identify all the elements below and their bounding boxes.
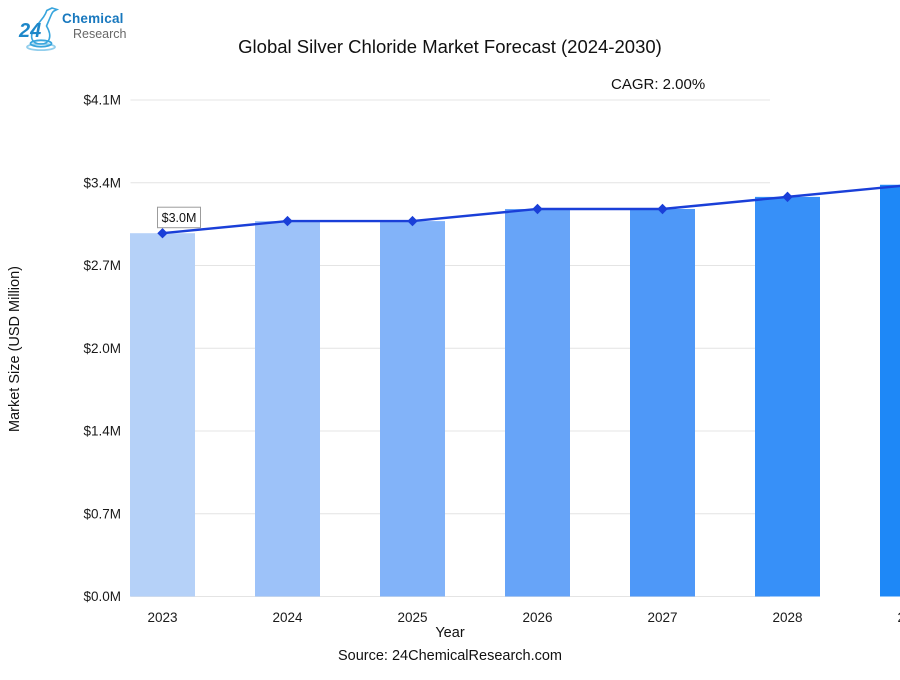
annotation-label: $3.0M (162, 211, 197, 225)
x-axis-title: Year (435, 625, 465, 641)
marker-2023 (157, 228, 168, 239)
cagr-label: CAGR: 2.00% (611, 76, 706, 93)
x-tick-label: 2027 (647, 610, 677, 625)
flask-icon: 24 (18, 7, 60, 52)
y-tick-label: $0.0M (83, 589, 121, 604)
y-tick-label: $1.4M (83, 424, 121, 439)
logo-text: Chemical Research (62, 12, 127, 40)
y-tick-label: $4.1M (83, 93, 121, 108)
marker-2026 (532, 203, 543, 215)
chart-title: Global Silver Chloride Market Forecast (… (238, 36, 662, 57)
marker-2025 (407, 215, 418, 227)
marker-2024 (282, 215, 293, 227)
marker-2027 (657, 203, 668, 215)
x-tick-label: 2029 (897, 610, 900, 625)
y-tick-label: $0.7M (83, 506, 121, 521)
y-tick-label: $2.7M (83, 258, 121, 273)
x-tick-label: 2026 (522, 610, 552, 625)
logo-line1: Chemical (62, 11, 124, 26)
marker-2028 (782, 191, 793, 203)
logo-line2: Research (73, 26, 127, 41)
bar-2023 (130, 233, 195, 597)
bar-2028 (755, 196, 820, 597)
logo-number: 24 (18, 20, 41, 42)
bar-2025 (380, 221, 445, 597)
x-tick-label: 2023 (147, 610, 177, 625)
bar-2024 (255, 221, 320, 597)
logo: 24 Chemical Research (18, 5, 138, 53)
x-tick-label: 2028 (772, 610, 802, 625)
bar-2029 (880, 184, 900, 597)
bar-2027 (630, 208, 695, 597)
x-tick-label: 2025 (397, 610, 427, 625)
bar-2026 (505, 208, 570, 597)
annotation-box (157, 206, 201, 229)
x-tick-label: 2024 (272, 610, 303, 625)
source-text: Source: 24ChemicalResearch.com (337, 648, 563, 664)
y-tick-label: $3.4M (83, 175, 121, 190)
y-tick-label: $2.0M (83, 341, 121, 356)
